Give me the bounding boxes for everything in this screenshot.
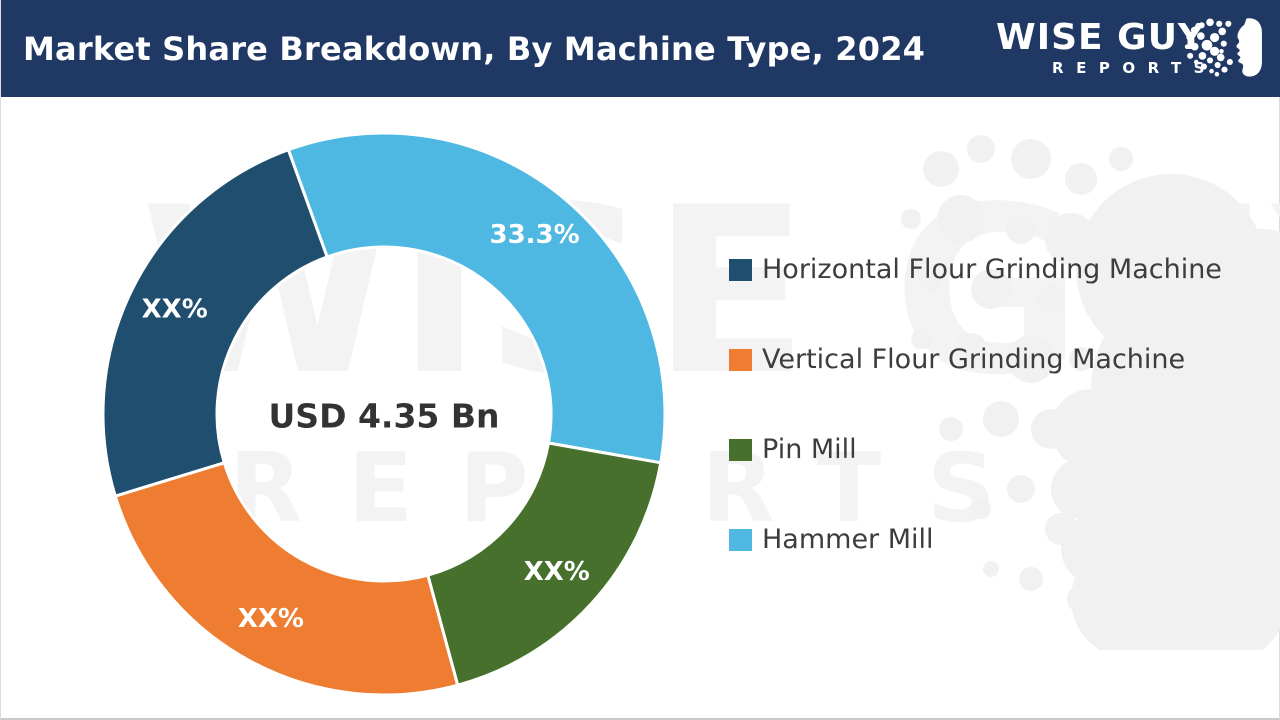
slice-label: XX% — [142, 294, 208, 324]
legend-swatch — [729, 259, 752, 281]
legend-item: Horizontal Flour Grinding Machine — [729, 254, 1222, 285]
legend-label: Vertical Flour Grinding Machine — [762, 344, 1186, 375]
logo-reports-label: REPORTS — [1052, 59, 1217, 77]
donut-slice — [113, 461, 460, 697]
logo-text: WISE GUY REPORTS — [995, 17, 1205, 78]
donut-slice — [101, 148, 329, 498]
donut-slice — [426, 441, 663, 687]
legend-label: Hammer Mill — [762, 524, 934, 555]
donut-slice — [286, 131, 667, 465]
slice-label: 33.3% — [489, 220, 579, 250]
donut-center-label: USD 4.35 Bn — [269, 397, 500, 436]
logo: WISE GUY REPORTS — [996, 8, 1265, 90]
legend: Horizontal Flour Grinding Machine Vertica… — [729, 254, 1222, 618]
header: Market Share Breakdown, By Machine Type,… — [1, 0, 1280, 97]
logo-face-icon — [1184, 17, 1262, 77]
legend-label: Horizontal Flour Grinding Machine — [762, 254, 1222, 285]
legend-swatch — [729, 529, 752, 551]
legend-swatch — [729, 349, 752, 371]
slice-label: XX% — [524, 557, 590, 587]
logo-wordmark: WISE GUY — [995, 17, 1205, 58]
slice-label: XX% — [238, 604, 304, 634]
page-title: Market Share Breakdown, By Machine Type,… — [23, 29, 926, 68]
legend-item: Vertical Flour Grinding Machine — [729, 344, 1222, 375]
legend-item: Hammer Mill — [729, 524, 1222, 555]
legend-swatch — [729, 439, 752, 461]
legend-label: Pin Mill — [762, 434, 857, 465]
legend-item: Pin Mill — [729, 434, 1222, 465]
